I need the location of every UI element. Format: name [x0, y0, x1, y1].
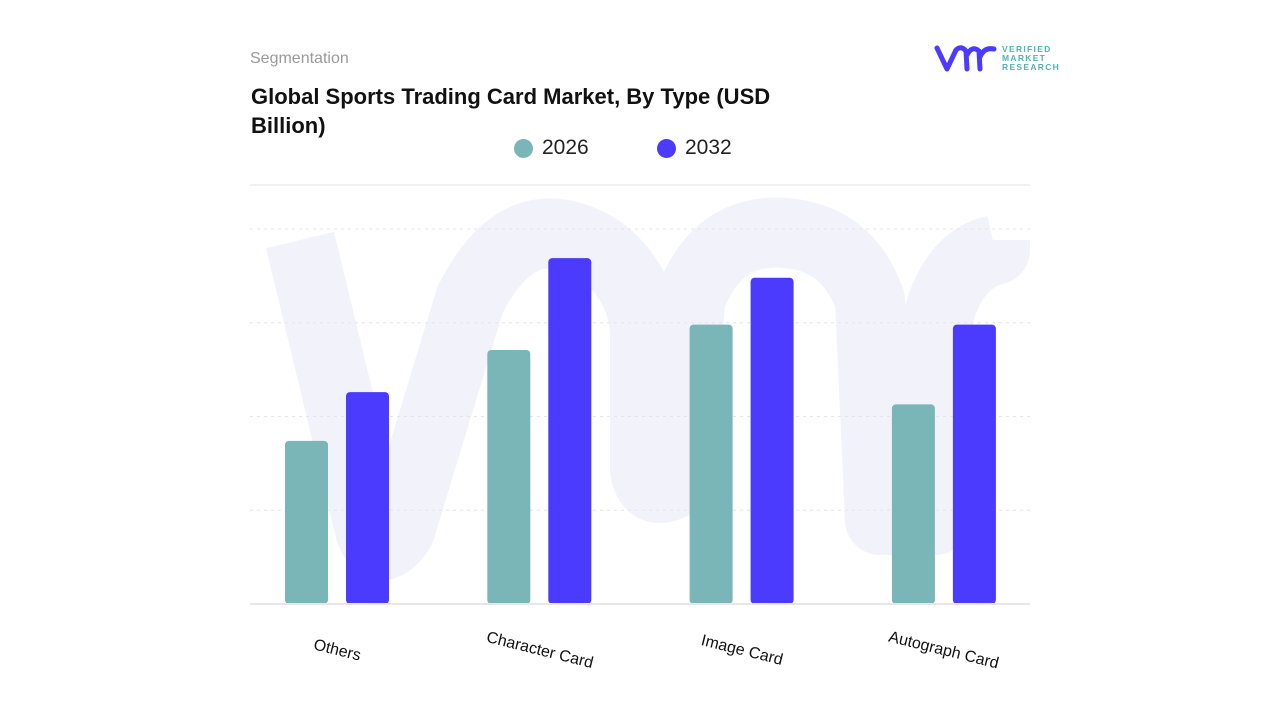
watermark-vmr — [265, 197, 1030, 580]
bar-character-card-2032 — [548, 258, 592, 604]
bars — [285, 258, 996, 604]
x-tick-label: Others — [311, 636, 363, 665]
bar-character-card-2026 — [487, 349, 531, 604]
legend-swatch-2026 — [514, 138, 533, 158]
bar-others-2032 — [346, 392, 389, 604]
legend-label-2032: 2032 — [685, 136, 732, 159]
legend-label-2026: 2026 — [542, 136, 589, 159]
vmr-logo-text: VERIFIED MARKET RESEARCH — [1002, 43, 1061, 72]
vmr-logo: VERIFIED MARKET RESEARCH — [934, 43, 1060, 73]
bar-others-2026 — [285, 440, 328, 604]
vmr-logo-mark-icon — [934, 45, 997, 72]
legend-item-2032: 2032 — [657, 136, 732, 160]
legend-item-2026: 2026 — [514, 136, 589, 160]
chart-title: Global Sports Trading Card Market, By Ty… — [251, 84, 771, 138]
logo-text-verified: VERIFIED — [1002, 43, 1052, 54]
x-tick-label: Character Card — [484, 629, 595, 672]
logo-text-research: RESEARCH — [1002, 61, 1061, 72]
segment-label: Segmentation — [250, 50, 349, 67]
bar-image-card-2032 — [750, 277, 794, 604]
logo-text-market: MARKET — [1002, 52, 1047, 63]
x-tick-label: Autograph Card — [887, 628, 1001, 673]
bar-autograph-card-2026 — [891, 404, 935, 604]
legend-swatch-2032 — [657, 138, 676, 158]
bar-image-card-2026 — [689, 324, 733, 604]
bar-autograph-card-2032 — [952, 324, 996, 604]
x-tick-label: Image Card — [698, 632, 785, 669]
